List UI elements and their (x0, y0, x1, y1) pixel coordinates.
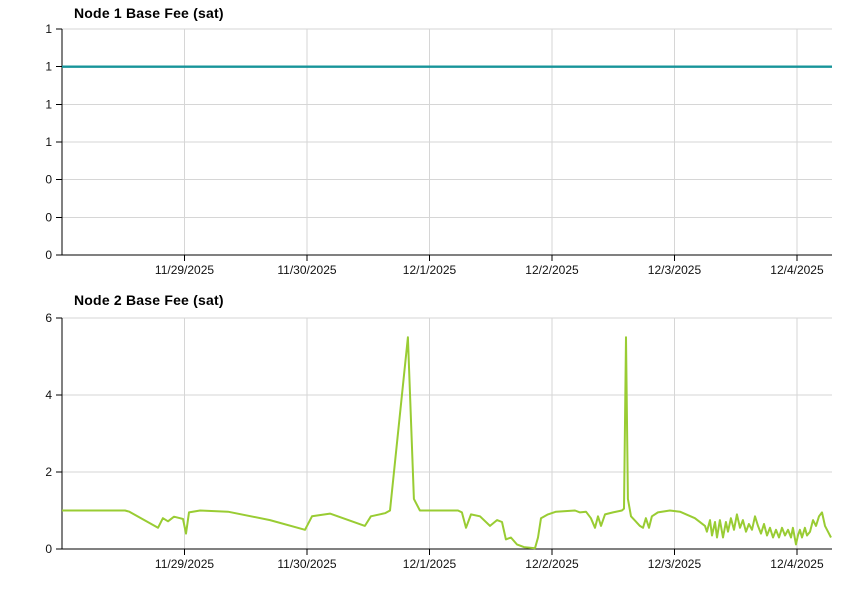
y-tick-label: 0 (45, 248, 52, 262)
node2-chart-title: Node 2 Base Fee (sat) (74, 292, 224, 308)
y-tick-label: 1 (45, 60, 52, 74)
y-tick-label: 1 (45, 97, 52, 111)
y-tick-label: 1 (45, 135, 52, 149)
x-tick-label: 11/30/2025 (277, 263, 336, 277)
node1-chart-title: Node 1 Base Fee (sat) (74, 5, 224, 21)
x-tick-label: 12/4/2025 (770, 557, 824, 571)
x-tick-label: 12/3/2025 (648, 263, 702, 277)
y-tick-label: 0 (45, 210, 52, 224)
x-tick-label: 12/1/2025 (403, 263, 457, 277)
y-tick-label: 0 (45, 542, 52, 556)
node2-base-fee-line (62, 336, 832, 550)
chart-group-0: 1 1 1 1 0 0 0 11/29/2025 11/30/2025 12/1/2025 12/2… (45, 22, 832, 277)
x-tick-label: 11/29/2025 (155, 263, 214, 277)
y-tick-label: 1 (45, 22, 52, 36)
x-tick-label: 12/3/2025 (648, 557, 702, 571)
y-tick-label: 0 (45, 173, 52, 187)
x-tick-label: 12/4/2025 (770, 263, 824, 277)
y-tick-label: 4 (45, 388, 52, 402)
x-tick-label: 12/2/2025 (525, 263, 579, 277)
y-tick-label: 2 (45, 465, 52, 479)
x-tick-label: 11/30/2025 (277, 557, 336, 571)
x-tick-label: 12/1/2025 (403, 557, 457, 571)
x-tick-label: 12/2/2025 (525, 557, 579, 571)
chart-group-1: 6 4 2 0 11/29/2025 11/30/2025 12/1/2025 12/2/20… (45, 311, 832, 571)
x-tick-label: 11/29/2025 (155, 557, 214, 571)
y-tick-label: 6 (45, 311, 52, 325)
